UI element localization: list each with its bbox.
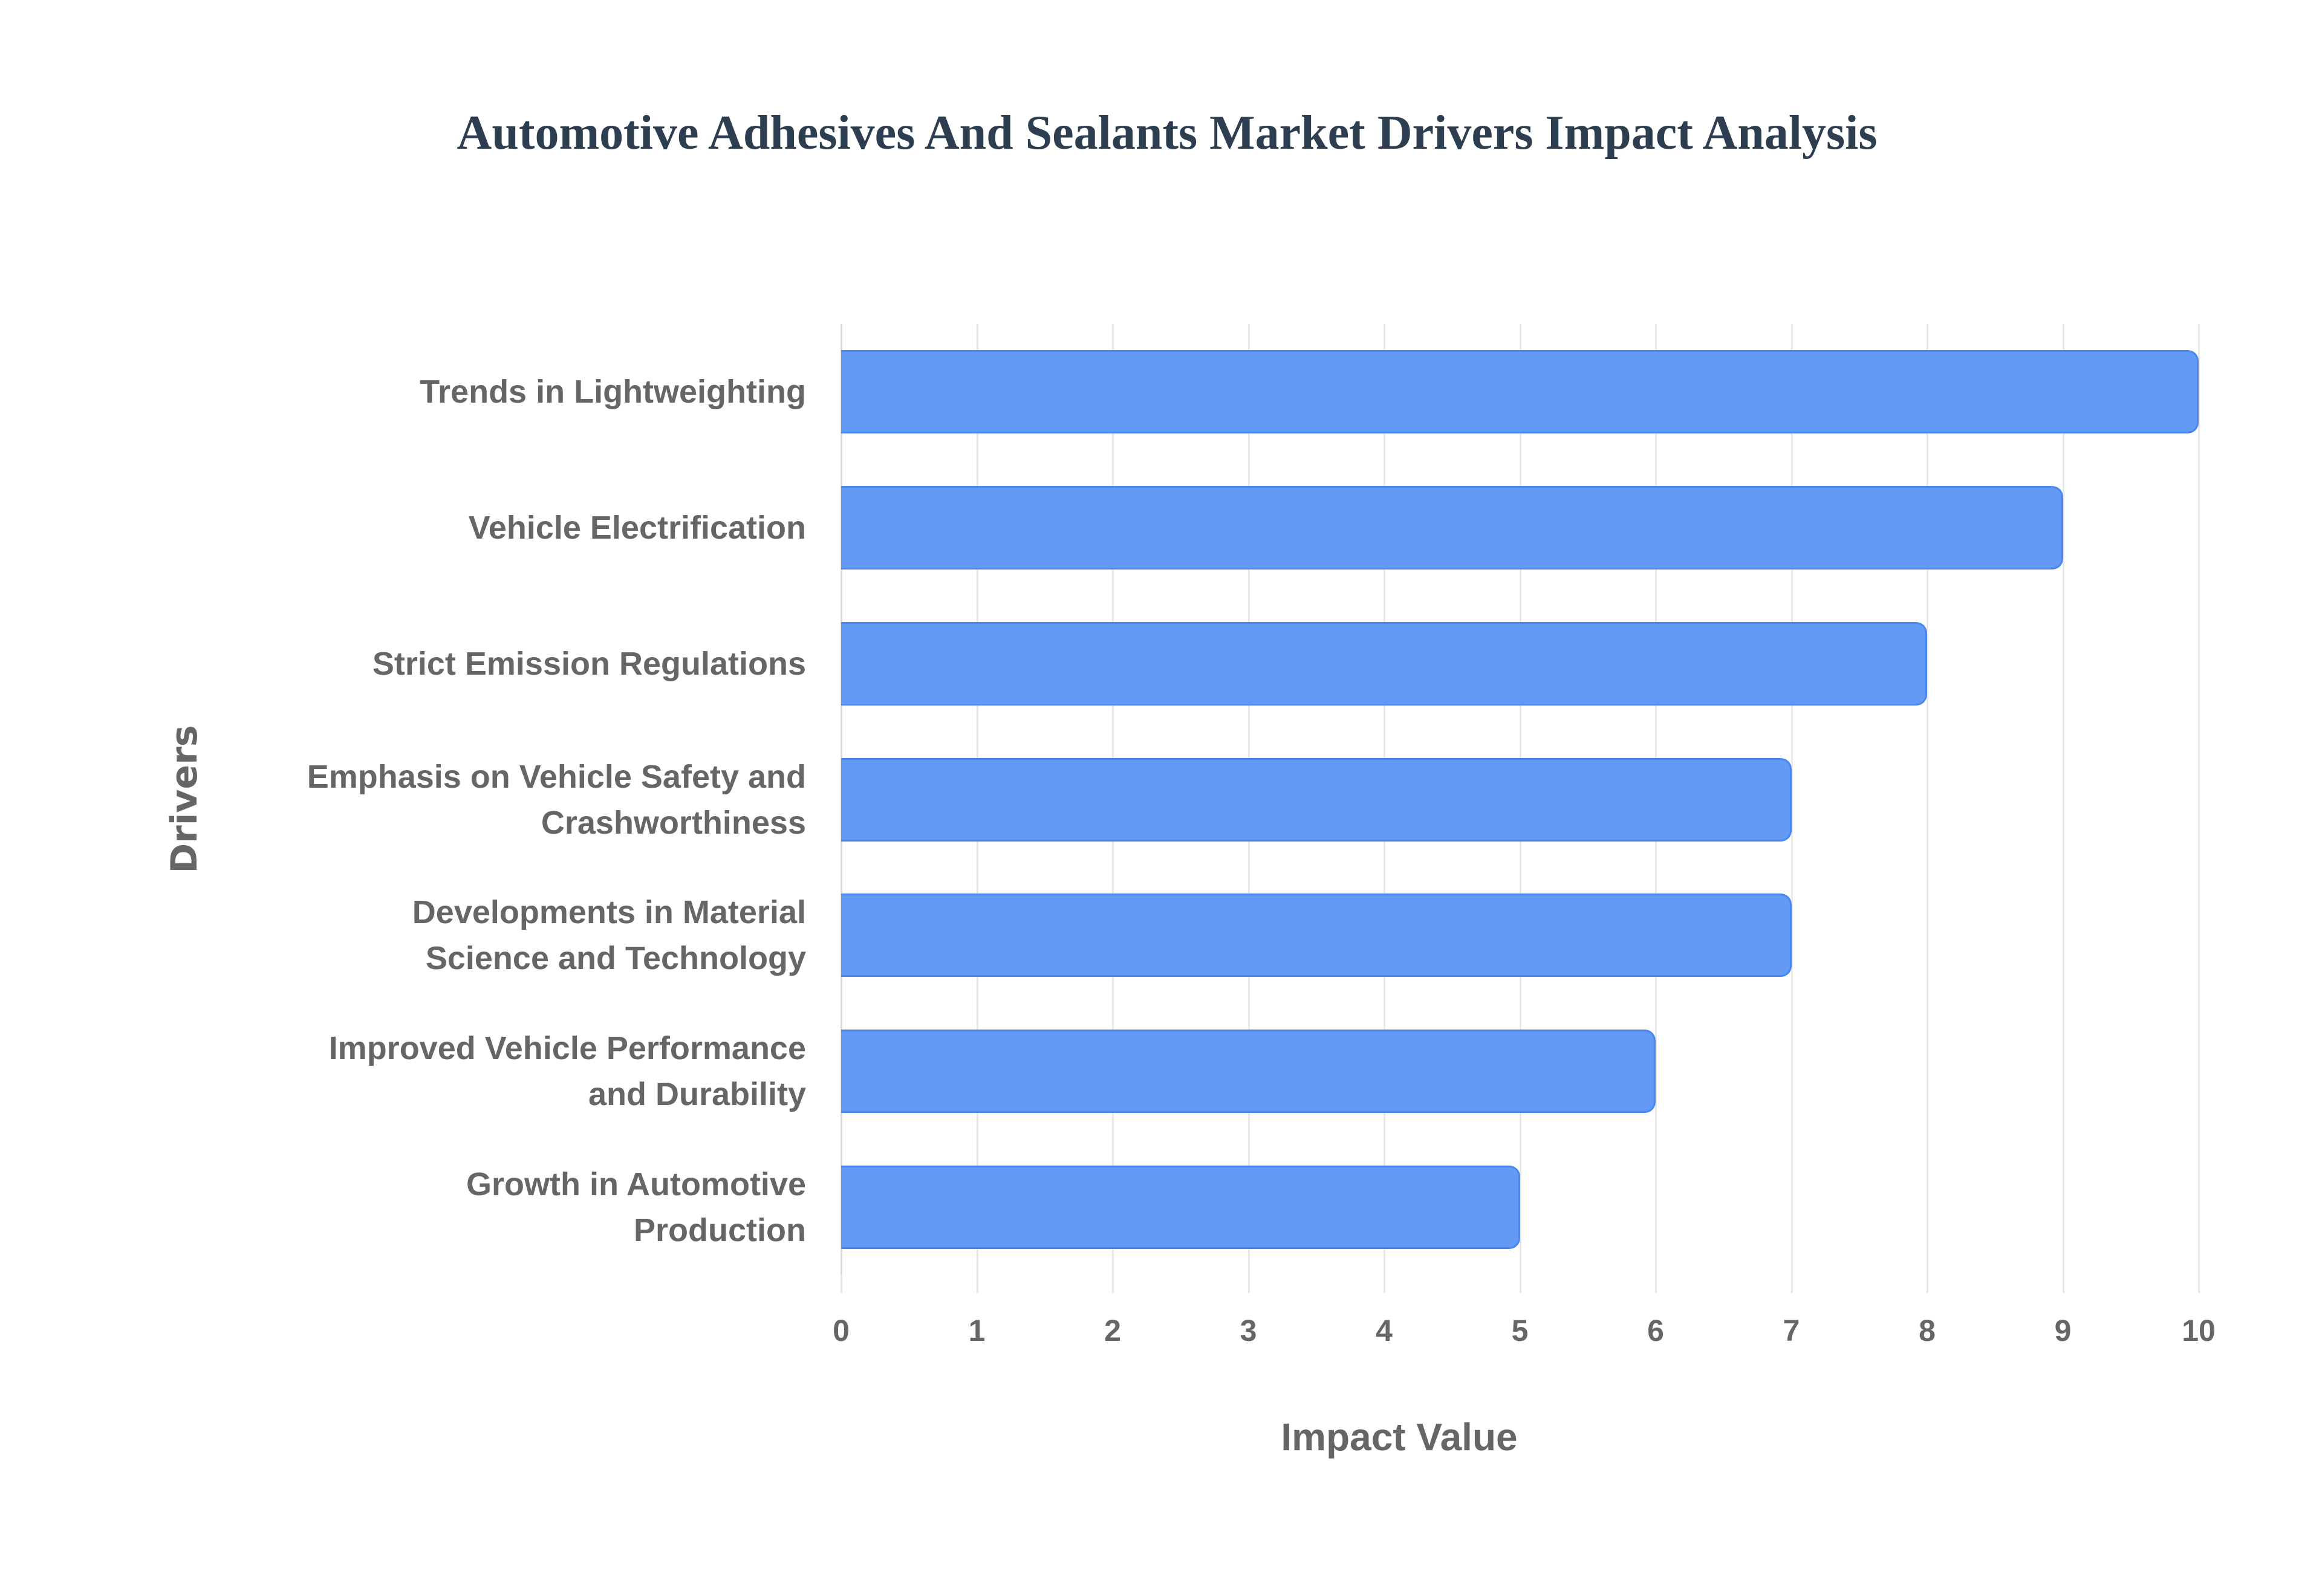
y-tick-label-line: Production xyxy=(634,1212,806,1248)
y-tick-label-line: Vehicle Electrification xyxy=(468,510,806,547)
y-tick-label-line: Improved Vehicle Performance xyxy=(328,1030,806,1066)
y-tick-label: Developments in Material Science and Tech… xyxy=(141,887,806,984)
bar[interactable] xyxy=(841,1165,1520,1249)
y-tick-label-line: Crashworthiness xyxy=(541,804,806,841)
x-tick-label: 2 xyxy=(1104,1314,1121,1348)
y-tick-label-line: Science and Technology xyxy=(425,940,806,977)
y-tick-label-line: and Durability xyxy=(588,1075,806,1112)
bar[interactable] xyxy=(841,894,1792,978)
bar[interactable] xyxy=(841,350,2199,434)
tick-mark xyxy=(2062,1275,2064,1293)
y-tick-label: Vehicle Electrification xyxy=(141,479,806,576)
y-tick-label: Growth in Automotive Production xyxy=(141,1159,806,1256)
x-tick-label: 7 xyxy=(1783,1314,1800,1348)
chart-title: Automotive Adhesives And Sealants Market… xyxy=(457,106,1878,160)
y-tick-label-line: Emphasis on Vehicle Safety and xyxy=(307,758,806,795)
x-tick-label: 1 xyxy=(968,1314,986,1348)
y-tick-label: Trends in Lightweighting xyxy=(141,343,806,440)
x-tick-label: 3 xyxy=(1240,1314,1257,1348)
bar[interactable] xyxy=(841,757,1792,842)
tick-mark xyxy=(1927,1275,1928,1293)
y-tick-label-line: Strict Emission Regulations xyxy=(372,645,806,682)
y-tick-label: Improved Vehicle Performance and Durabili… xyxy=(141,1023,806,1120)
bar[interactable] xyxy=(841,1029,1656,1113)
tick-mark xyxy=(841,1275,842,1293)
gridline xyxy=(1927,324,1928,1275)
tick-mark xyxy=(1655,1275,1657,1293)
tick-mark xyxy=(1790,1275,1793,1293)
x-tick-label: 6 xyxy=(1647,1314,1664,1348)
x-tick-label: 4 xyxy=(1376,1314,1393,1348)
tick-mark xyxy=(976,1275,978,1293)
gridline xyxy=(2062,324,2064,1275)
gridline xyxy=(2198,324,2200,1275)
y-tick-label-line: Developments in Material xyxy=(412,894,806,931)
x-tick-label: 10 xyxy=(2182,1314,2216,1348)
y-tick-label-line: Growth in Automotive xyxy=(466,1166,806,1202)
gridline xyxy=(1790,324,1793,1275)
y-tick-label: Strict Emission Regulations xyxy=(141,615,806,712)
bar[interactable] xyxy=(841,621,1927,706)
plot-area xyxy=(841,324,2200,1293)
tick-mark xyxy=(1519,1275,1521,1293)
x-tick-label: 0 xyxy=(833,1314,850,1348)
bar[interactable] xyxy=(841,486,2063,570)
y-tick-label-line: Trends in Lightweighting xyxy=(420,374,806,410)
y-tick-label: Emphasis on Vehicle Safety and Crashworth… xyxy=(141,751,806,848)
tick-mark xyxy=(1112,1275,1114,1293)
x-axis-title: Impact Value xyxy=(1281,1415,1518,1459)
x-tick-label: 8 xyxy=(1919,1314,1936,1348)
tick-mark xyxy=(2198,1275,2200,1293)
x-tick-label: 9 xyxy=(2054,1314,2072,1348)
tick-mark xyxy=(1247,1275,1250,1293)
x-tick-label: 5 xyxy=(1511,1314,1529,1348)
tick-mark xyxy=(1384,1275,1385,1293)
